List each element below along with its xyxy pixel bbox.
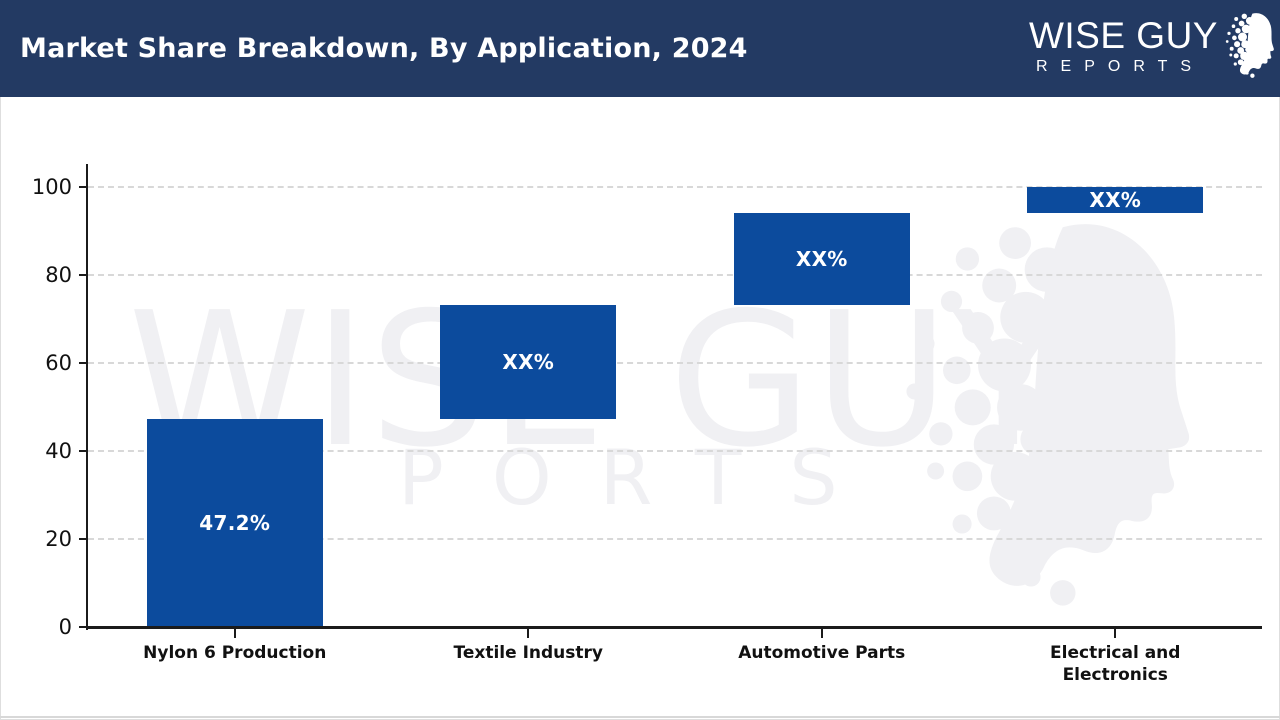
- y-tick-label: 20: [45, 527, 72, 551]
- bar-segment: XX%: [733, 212, 910, 305]
- logo-head-icon: [1225, 13, 1274, 78]
- x-tick: [1114, 629, 1117, 638]
- bar-segment: XX%: [1027, 187, 1204, 213]
- gridline-100: [88, 186, 1262, 188]
- y-tick: [79, 186, 88, 188]
- gridline-40: [88, 450, 1262, 452]
- category-label: Electrical and Electronics: [1050, 643, 1181, 685]
- y-tick-label: 0: [58, 615, 72, 639]
- bar-value-label: 47.2%: [199, 511, 271, 536]
- bottom-border: [0, 716, 1280, 718]
- bar-value-label: XX%: [1089, 187, 1142, 212]
- y-tick-label: 40: [45, 439, 72, 463]
- x-tick: [233, 629, 236, 638]
- gridline-80: [88, 274, 1262, 276]
- y-tick: [79, 450, 88, 452]
- logo-wordmark: WISE GUY: [1028, 15, 1218, 56]
- bar-value-label: XX%: [502, 350, 555, 375]
- x-tick: [820, 629, 823, 638]
- x-tick: [527, 629, 530, 638]
- logo-subtext: REPORTS: [1035, 58, 1205, 75]
- gridline-20: [88, 538, 1262, 540]
- y-tick-label: 100: [31, 175, 72, 199]
- header-bar: Market Share Breakdown, By Application, …: [0, 0, 1280, 97]
- page-title: Market Share Breakdown, By Application, …: [20, 33, 748, 64]
- x-axis-line: [86, 626, 1262, 629]
- bar-value-label: XX%: [795, 246, 848, 271]
- category-label: Nylon 6 Production: [143, 643, 327, 663]
- y-tick: [79, 538, 88, 540]
- brand-logo: WISE GUY REPORTS: [1029, 8, 1274, 84]
- category-label: Automotive Parts: [738, 643, 906, 663]
- y-axis-line: [86, 164, 88, 630]
- watermark-head-icon: [906, 224, 1190, 606]
- y-tick: [79, 362, 88, 364]
- y-tick: [79, 274, 88, 276]
- y-tick-label: 80: [45, 263, 72, 287]
- gridline-60: [88, 362, 1262, 364]
- category-label: Textile Industry: [453, 643, 603, 663]
- bar-segment: XX%: [440, 304, 617, 420]
- watermark-subtext: PORTS: [398, 433, 886, 522]
- y-tick: [79, 626, 88, 628]
- bar-segment: 47.2%: [146, 419, 323, 627]
- y-tick-label: 60: [45, 351, 72, 375]
